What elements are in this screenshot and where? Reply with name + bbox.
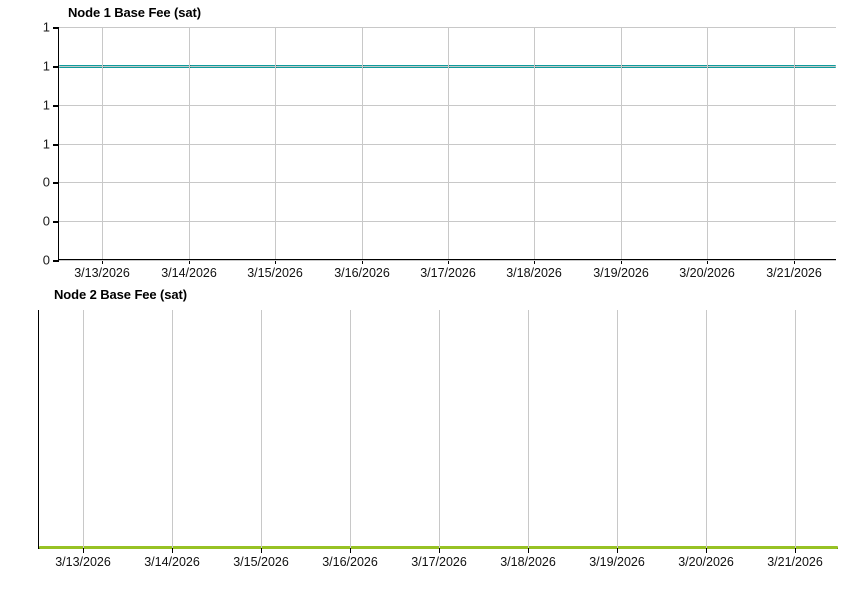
x-gridline	[350, 310, 351, 548]
y-axis-label: 1	[42, 97, 50, 113]
x-axis-label: 3/14/2026	[161, 266, 217, 280]
x-axis-label: 3/13/2026	[55, 555, 111, 569]
x-gridline	[362, 27, 363, 259]
x-axis-tick	[102, 259, 104, 264]
series-line-node-2	[39, 546, 838, 549]
x-axis-tick	[795, 548, 797, 553]
y-axis-label: 0	[42, 213, 50, 229]
y-axis-label: 0	[42, 174, 50, 190]
x-axis-label: 3/20/2026	[678, 555, 734, 569]
x-axis-tick	[706, 548, 708, 553]
x-axis-label: 3/16/2026	[334, 266, 390, 280]
x-axis-tick	[448, 259, 450, 264]
chart-title-node-1: Node 1 Base Fee (sat)	[68, 5, 202, 20]
y-axis-label: 1	[42, 136, 50, 152]
x-axis-tick	[794, 259, 796, 264]
x-gridline	[534, 27, 535, 259]
x-gridline	[102, 27, 103, 259]
x-axis-tick	[350, 548, 352, 553]
x-axis-label: 3/16/2026	[322, 555, 378, 569]
x-axis-tick	[189, 259, 191, 264]
y-axis-tick	[53, 260, 59, 262]
y-gridline	[59, 27, 836, 28]
x-axis-tick	[528, 548, 530, 553]
y-axis-tick	[53, 221, 59, 223]
x-axis-tick	[83, 548, 85, 553]
chart-panel-node-1: Node 1 Base Fee (sat) 3/13/2026 3/14/2026…	[0, 0, 860, 285]
x-axis-label: 3/15/2026	[233, 555, 289, 569]
x-axis-tick	[275, 259, 277, 264]
x-axis-label: 3/19/2026	[593, 266, 649, 280]
x-axis-tick	[172, 548, 174, 553]
x-gridline	[172, 310, 173, 548]
x-gridline	[794, 27, 795, 259]
x-axis-tick	[617, 548, 619, 553]
x-axis-label: 3/13/2026	[74, 266, 130, 280]
y-gridline	[59, 66, 836, 67]
y-axis-tick	[53, 144, 59, 146]
chart-panel-node-2: Node 2 Base Fee (sat) 3/13/2026 3/14/2026…	[0, 285, 860, 600]
x-gridline	[261, 310, 262, 548]
x-axis-tick	[534, 259, 536, 264]
y-gridline	[59, 105, 836, 106]
x-axis-label: 3/20/2026	[679, 266, 735, 280]
x-gridline	[795, 310, 796, 548]
x-axis-tick	[439, 548, 441, 553]
y-axis-tick	[53, 105, 59, 107]
y-axis-label: 1	[42, 19, 50, 35]
x-axis-label: 3/21/2026	[766, 266, 822, 280]
x-axis-tick	[261, 548, 263, 553]
x-gridline	[707, 27, 708, 259]
x-gridline	[706, 310, 707, 548]
x-axis-label: 3/21/2026	[767, 555, 823, 569]
x-gridline	[448, 27, 449, 259]
x-gridline	[189, 27, 190, 259]
x-axis-label: 3/19/2026	[589, 555, 645, 569]
y-axis-label: 1	[42, 58, 50, 74]
x-axis-label: 3/18/2026	[500, 555, 556, 569]
x-gridline	[83, 310, 84, 548]
plot-area-node-2[interactable]: 3/13/2026 3/14/2026 3/15/2026 3/16/2026 3/17…	[38, 310, 838, 569]
y-axis-tick	[53, 182, 59, 184]
y-gridline	[59, 260, 836, 261]
x-gridline	[617, 310, 618, 548]
x-gridline	[528, 310, 529, 548]
chart-title-node-2: Node 2 Base Fee (sat)	[54, 287, 188, 302]
x-axis-tick	[362, 259, 364, 264]
x-axis-label: 3/15/2026	[247, 266, 303, 280]
y-axis-tick	[53, 27, 59, 29]
x-axis-label: 3/18/2026	[506, 266, 562, 280]
x-axis-label: 3/14/2026	[144, 555, 200, 569]
x-gridline	[439, 310, 440, 548]
x-gridline	[621, 27, 622, 259]
x-axis-tick	[707, 259, 709, 264]
x-axis-tick	[621, 259, 623, 264]
y-gridline	[59, 144, 836, 145]
y-gridline	[59, 182, 836, 183]
x-gridline	[275, 27, 276, 259]
plot-area-node-1[interactable]: 3/13/2026 3/14/2026 3/15/2026 3/16/2026 3/17…	[43, 20, 836, 280]
y-gridline	[59, 221, 836, 222]
x-axis-label: 3/17/2026	[420, 266, 476, 280]
y-axis-tick	[53, 66, 59, 68]
y-axis-label: 0	[42, 252, 50, 268]
x-axis-label: 3/17/2026	[411, 555, 467, 569]
